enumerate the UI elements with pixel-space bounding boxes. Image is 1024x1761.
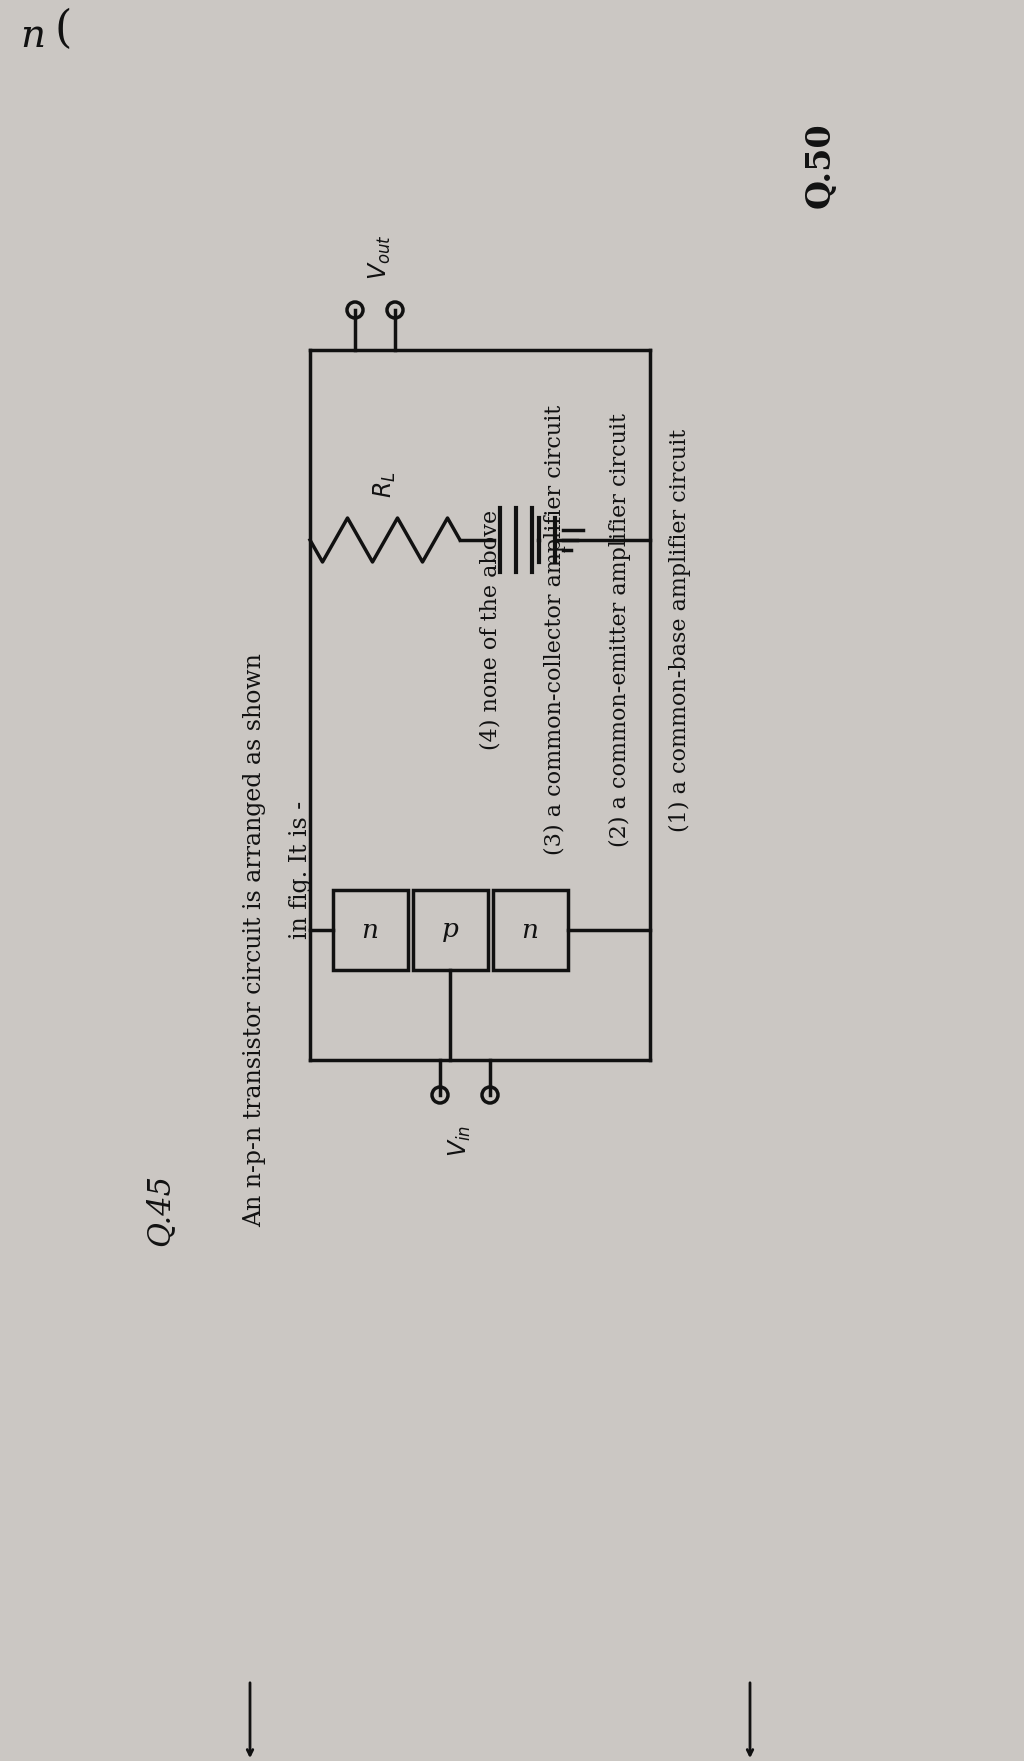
Text: n: n <box>361 917 379 942</box>
Text: (: ( <box>55 9 73 51</box>
Text: Q.50: Q.50 <box>804 122 837 208</box>
Text: (4) none of the above: (4) none of the above <box>479 511 501 750</box>
Bar <box>493 889 567 970</box>
Text: n: n <box>20 18 45 55</box>
Text: p: p <box>441 917 459 942</box>
Text: $V_{out}$: $V_{out}$ <box>367 234 393 280</box>
Text: $V_{in}$: $V_{in}$ <box>446 1125 473 1157</box>
Text: (2) a common-emitter amplifier circuit: (2) a common-emitter amplifier circuit <box>609 414 631 847</box>
Text: $R_L$: $R_L$ <box>372 472 398 498</box>
Text: An n-p-n transistor circuit is arranged as shown: An n-p-n transistor circuit is arranged … <box>244 653 266 1227</box>
Text: Q.45: Q.45 <box>144 1175 175 1247</box>
Bar <box>333 889 408 970</box>
Text: n: n <box>521 917 539 942</box>
Text: (1) a common-base amplifier circuit: (1) a common-base amplifier circuit <box>669 428 691 831</box>
Text: in fig. It is -: in fig. It is - <box>289 801 311 939</box>
Bar <box>413 889 487 970</box>
Text: (3) a common-collector amplifier circuit: (3) a common-collector amplifier circuit <box>544 405 566 856</box>
